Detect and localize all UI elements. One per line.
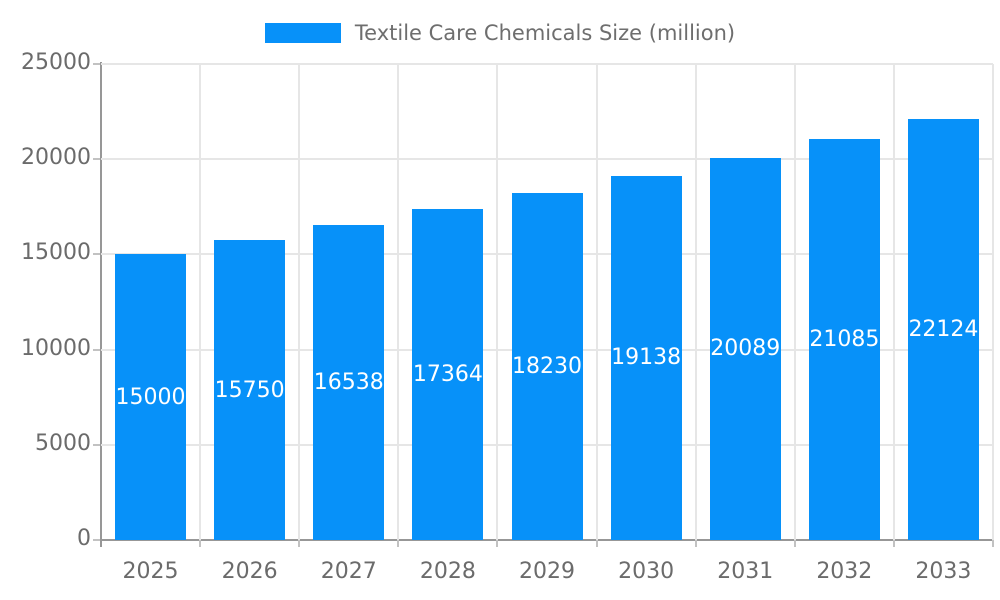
y-tick-mark — [93, 539, 100, 541]
x-tick-mark — [199, 540, 202, 547]
x-tick-mark — [298, 540, 301, 547]
bar-value-label: 22124 — [908, 316, 979, 342]
x-gridline — [298, 64, 301, 540]
bar-value-label: 17364 — [412, 362, 483, 388]
x-axis-line — [94, 539, 993, 541]
x-gridline — [397, 64, 400, 540]
x-tick-mark — [496, 540, 499, 547]
bar-2032: 21085 — [808, 138, 880, 540]
bar-2028: 17364 — [412, 209, 484, 540]
x-gridline — [595, 64, 598, 540]
x-gridline — [496, 64, 499, 540]
x-tick-label: 2031 — [717, 559, 774, 584]
bar-value-label: 19138 — [611, 345, 682, 371]
x-gridline — [892, 64, 895, 540]
bar-2031: 20089 — [709, 157, 781, 540]
x-tick-mark — [694, 540, 697, 547]
y-tick-mark — [93, 253, 100, 256]
x-tick-label: 2026 — [221, 559, 278, 584]
y-gridline — [101, 158, 993, 161]
x-tick-mark — [595, 540, 598, 547]
bar-2027: 16538 — [313, 225, 385, 540]
bar-value-label: 15750 — [214, 377, 285, 403]
y-tick-label: 5000 — [35, 430, 91, 456]
bar-value-label: 16538 — [313, 370, 384, 396]
x-gridline — [694, 64, 697, 540]
x-tick-label: 2029 — [518, 559, 575, 584]
x-tick-label: 2030 — [618, 559, 675, 584]
bar-value-label: 20089 — [710, 336, 781, 362]
y-tick-mark — [93, 348, 100, 351]
x-tick-mark — [892, 540, 895, 547]
x-gridline — [199, 64, 202, 540]
chart-legend[interactable]: Textile Care Chemicals Size (million) — [0, 22, 1000, 44]
legend-color-swatch — [264, 23, 341, 43]
bar-2030: 19138 — [610, 175, 682, 540]
y-tick-label: 0 — [77, 526, 91, 551]
y-tick-mark — [93, 63, 100, 65]
y-tick-label: 20000 — [21, 145, 91, 171]
x-tick-mark — [793, 540, 796, 547]
plot-area: 15000 15750 16538 17364 18230 19138 20089 21085… — [93, 62, 994, 547]
bar-2026: 15750 — [214, 240, 286, 540]
y-tick-label: 10000 — [21, 335, 91, 361]
bar-2025: 15000 — [115, 254, 187, 540]
x-gridline — [793, 64, 796, 540]
bar-value-label: 15000 — [115, 384, 186, 410]
x-tick-label: 2033 — [915, 559, 972, 584]
x-tick-mark — [992, 540, 994, 547]
y-tick-mark — [93, 158, 100, 161]
bar-2029: 18230 — [511, 192, 583, 540]
bar-value-label: 21085 — [809, 326, 880, 352]
y-gridline — [101, 63, 993, 65]
y-tick-label: 25000 — [21, 50, 91, 75]
bar-2033: 22124 — [907, 118, 979, 540]
y-tick-label: 15000 — [21, 240, 91, 266]
x-tick-mark — [397, 540, 400, 547]
x-tick-label: 2025 — [122, 559, 179, 584]
y-axis-line — [100, 62, 102, 547]
x-gridline — [992, 64, 994, 540]
bar-value-label: 18230 — [512, 353, 582, 379]
x-tick-label: 2032 — [816, 559, 873, 584]
y-tick-mark — [93, 443, 100, 446]
x-tick-label: 2027 — [320, 559, 377, 584]
legend-label: Textile Care Chemicals Size (million) — [354, 21, 736, 45]
x-tick-label: 2028 — [419, 559, 476, 584]
